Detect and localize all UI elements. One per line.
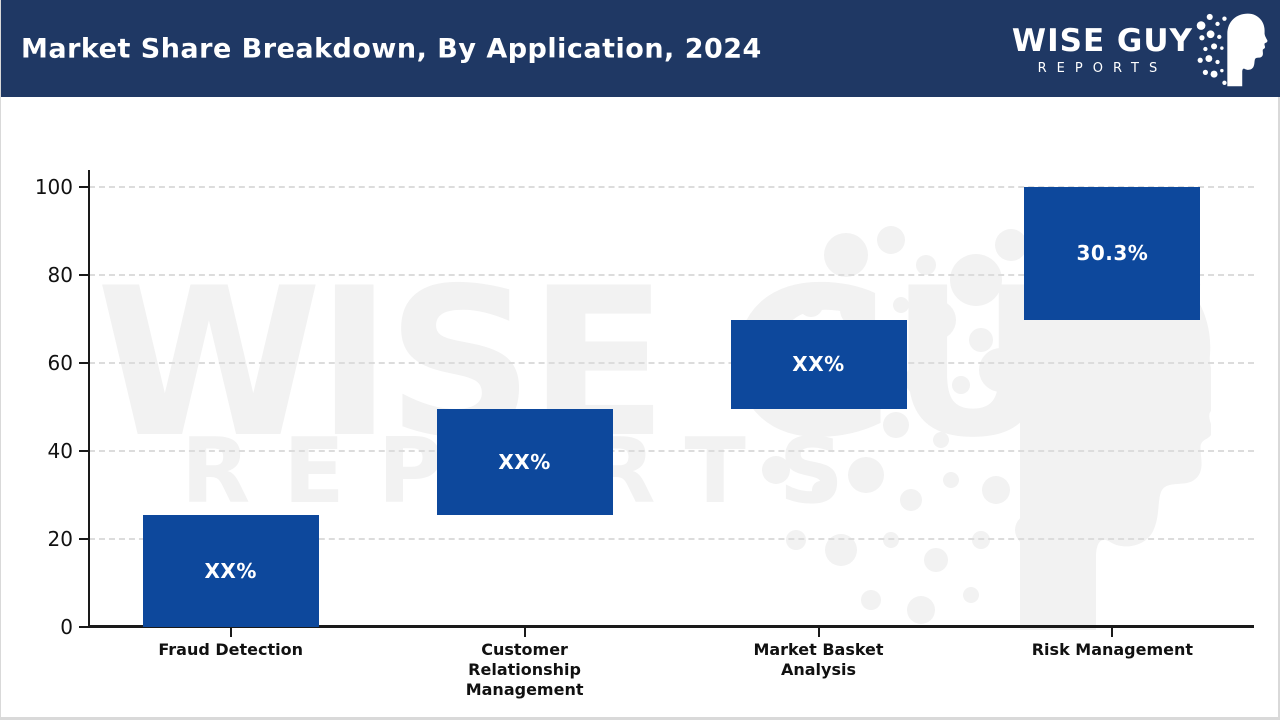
page-title: Market Share Breakdown, By Application, … [21, 33, 762, 64]
bar-risk-management: 30.3% [1024, 186, 1201, 321]
brand-logo-name: WISE GUY [1011, 22, 1193, 59]
y-tick-mark [79, 537, 88, 540]
y-tick-label: 60 [47, 350, 73, 375]
x-tick-mark [229, 628, 232, 637]
waterfall-chart: 0 20 40 60 80 100 XX% Fraud Detection XX% Custome… [1, 97, 1280, 720]
brand-face-icon [1196, 13, 1268, 87]
y-tick-mark [79, 361, 88, 364]
bar-customer-relationship-management: XX% [436, 408, 613, 515]
x-category-label: Fraud Detection [111, 640, 351, 660]
bar-value-label: 30.3% [1076, 241, 1149, 266]
bar-market-basket-analysis: XX% [730, 320, 907, 409]
y-tick-label: 0 [60, 615, 73, 639]
y-tick-mark [79, 273, 88, 276]
gridline [89, 361, 1254, 364]
x-category-label-line: Customer [481, 640, 568, 659]
x-tick-mark [523, 628, 526, 637]
x-tick-mark [817, 628, 820, 637]
x-category-label-line: Relationship [468, 660, 581, 679]
gridline [89, 273, 1254, 276]
brand-logo: WISE GUY REPORTS [1012, 6, 1273, 92]
bar-value-label: XX% [204, 558, 257, 583]
brand-logo-text: WISE GUY REPORTS [1012, 23, 1193, 76]
brand-logo-subname: REPORTS [1037, 60, 1168, 76]
x-category-label-line: Market Basket [753, 640, 884, 659]
y-tick-mark [79, 626, 88, 628]
y-axis-spine [88, 170, 90, 628]
y-tick-mark [79, 185, 88, 188]
x-category-label-line: Risk Management [1031, 640, 1194, 659]
y-tick-label: 40 [47, 438, 73, 463]
x-category-label-line: Fraud Detection [158, 640, 303, 659]
y-tick-label: 20 [47, 526, 73, 551]
x-category-label-line: Management [465, 680, 584, 699]
y-tick-mark [79, 449, 88, 452]
header-banner: Market Share Breakdown, By Application, … [1, 0, 1280, 97]
x-axis-spine [88, 625, 1254, 628]
gridline [89, 449, 1254, 452]
x-category-label-line: Analysis [780, 660, 856, 679]
bar-value-label: XX% [792, 352, 845, 377]
gridline [89, 185, 1254, 188]
bar-value-label: XX% [498, 449, 551, 474]
y-tick-label: 80 [47, 262, 73, 287]
y-tick-label: 100 [34, 174, 73, 199]
bar-fraud-detection: XX% [142, 514, 319, 627]
x-category-label: Customer Relationship Management [405, 640, 645, 700]
x-category-label: Market Basket Analysis [699, 640, 939, 680]
gridline [89, 537, 1254, 540]
x-tick-mark [1111, 628, 1114, 637]
x-category-label: Risk Management [992, 640, 1232, 660]
